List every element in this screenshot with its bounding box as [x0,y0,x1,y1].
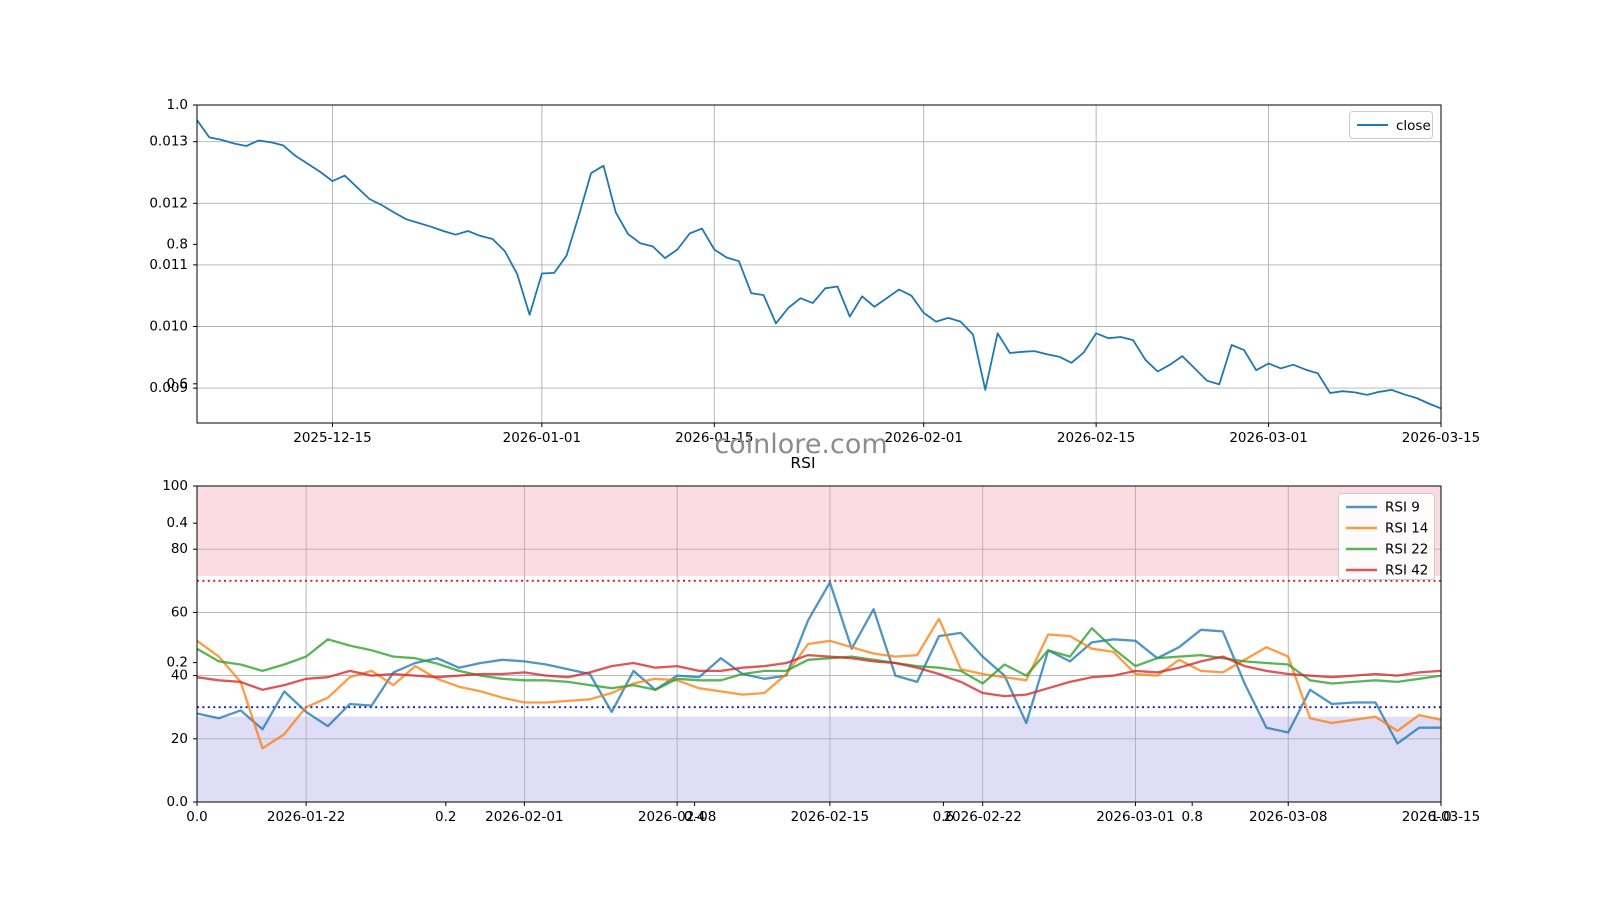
rsi-y-tick-label: 20 [171,731,188,747]
rsi9-legend-label: RSI 9 [1385,500,1420,516]
rsi-legend-box [1338,493,1435,580]
price-legend-box [1349,111,1433,139]
price-legend: close [1349,111,1433,139]
rsi-y-tick-label: 100 [162,478,188,494]
price-x-tick-label: 2026-03-01 [1229,430,1307,446]
price-y-tick-label: 0.011 [149,257,188,273]
price-y-tick-label: 0.009 [149,380,188,396]
price-x-tick-label: 2026-01-01 [503,430,581,446]
rsi-x-tick-label: 2026-03-08 [1249,809,1327,825]
price-y-tick-label: 0.010 [149,319,188,335]
hidden-x-tick-label: 0.8 [1181,809,1202,825]
rsi-y-tick-label: 80 [171,541,188,557]
overbought-band [197,486,1441,577]
rsi-panel-title: RSI [790,454,815,472]
close-legend-label: close [1396,118,1431,134]
rsi-x-tick-label: 2026-02-22 [943,809,1021,825]
price-x-tick-label: 2025-12-15 [293,430,371,446]
rsi14-legend-label: RSI 14 [1385,521,1428,537]
rsi-y-tick-label: 60 [171,604,188,620]
rsi-y-tick-label: 40 [171,668,188,684]
watermark-text: coinlore.com [714,429,887,460]
rsi42-line [196,653,1442,698]
close-price-line [196,119,1442,410]
price-x-tick-label: 2026-02-15 [1057,430,1135,446]
hidden-y-tick-label: 0.4 [167,515,188,531]
hidden-y-tick-label: 0.6 [167,376,188,392]
hidden-x-tick-label: 1.0 [1430,809,1451,825]
rsi-axes-frame [196,485,1442,803]
oversold-band [197,716,1441,802]
rsi-x-tick-label: 2026-01-22 [267,809,345,825]
hidden-y-tick-label: 0.0 [167,794,188,810]
hidden-x-tick-label: 0.0 [186,809,207,825]
rsi9-line [196,581,1441,745]
rsi22-legend-label: RSI 22 [1385,542,1428,558]
rsi-x-tick-label: 2026-02-01 [485,809,563,825]
price-x-tick-label: 2026-01-15 [675,430,753,446]
hidden-x-tick-label: 0.2 [435,809,456,825]
price-y-tick-label: 0.013 [149,134,188,150]
rsi-x-tick-label: 2026-02-08 [638,809,716,825]
hidden-x-tick-label: 0.4 [684,809,705,825]
hidden-y-tick-label: 0.8 [167,236,188,252]
rsi22-line [196,627,1442,691]
hidden-y-tick-label: 1.0 [167,97,188,113]
price-x-tick-label: 2026-02-01 [884,430,962,446]
generated-plot-layers: 0.013 0.012 0.011 0.010 0.009 2025-12-15 2026-… [149,97,1480,825]
hidden-x-tick-label: 0.6 [933,809,954,825]
rsi42-legend-label: RSI 42 [1385,563,1428,579]
hidden-y-tick-label: 0.2 [167,655,188,671]
rsi-x-tick-label: 2026-02-15 [791,809,869,825]
rsi-x-tick-label: 2026-03-15 [1402,809,1480,825]
price-axes-frame [196,104,1442,424]
rsi-x-tick-label: 2026-03-01 [1096,809,1174,825]
price-x-tick-label: 2026-03-15 [1402,430,1480,446]
price-y-tick-label: 0.012 [149,195,188,211]
rsi-legend: RSI 9 RSI 14 RSI 22 RSI 42 [1338,493,1435,580]
